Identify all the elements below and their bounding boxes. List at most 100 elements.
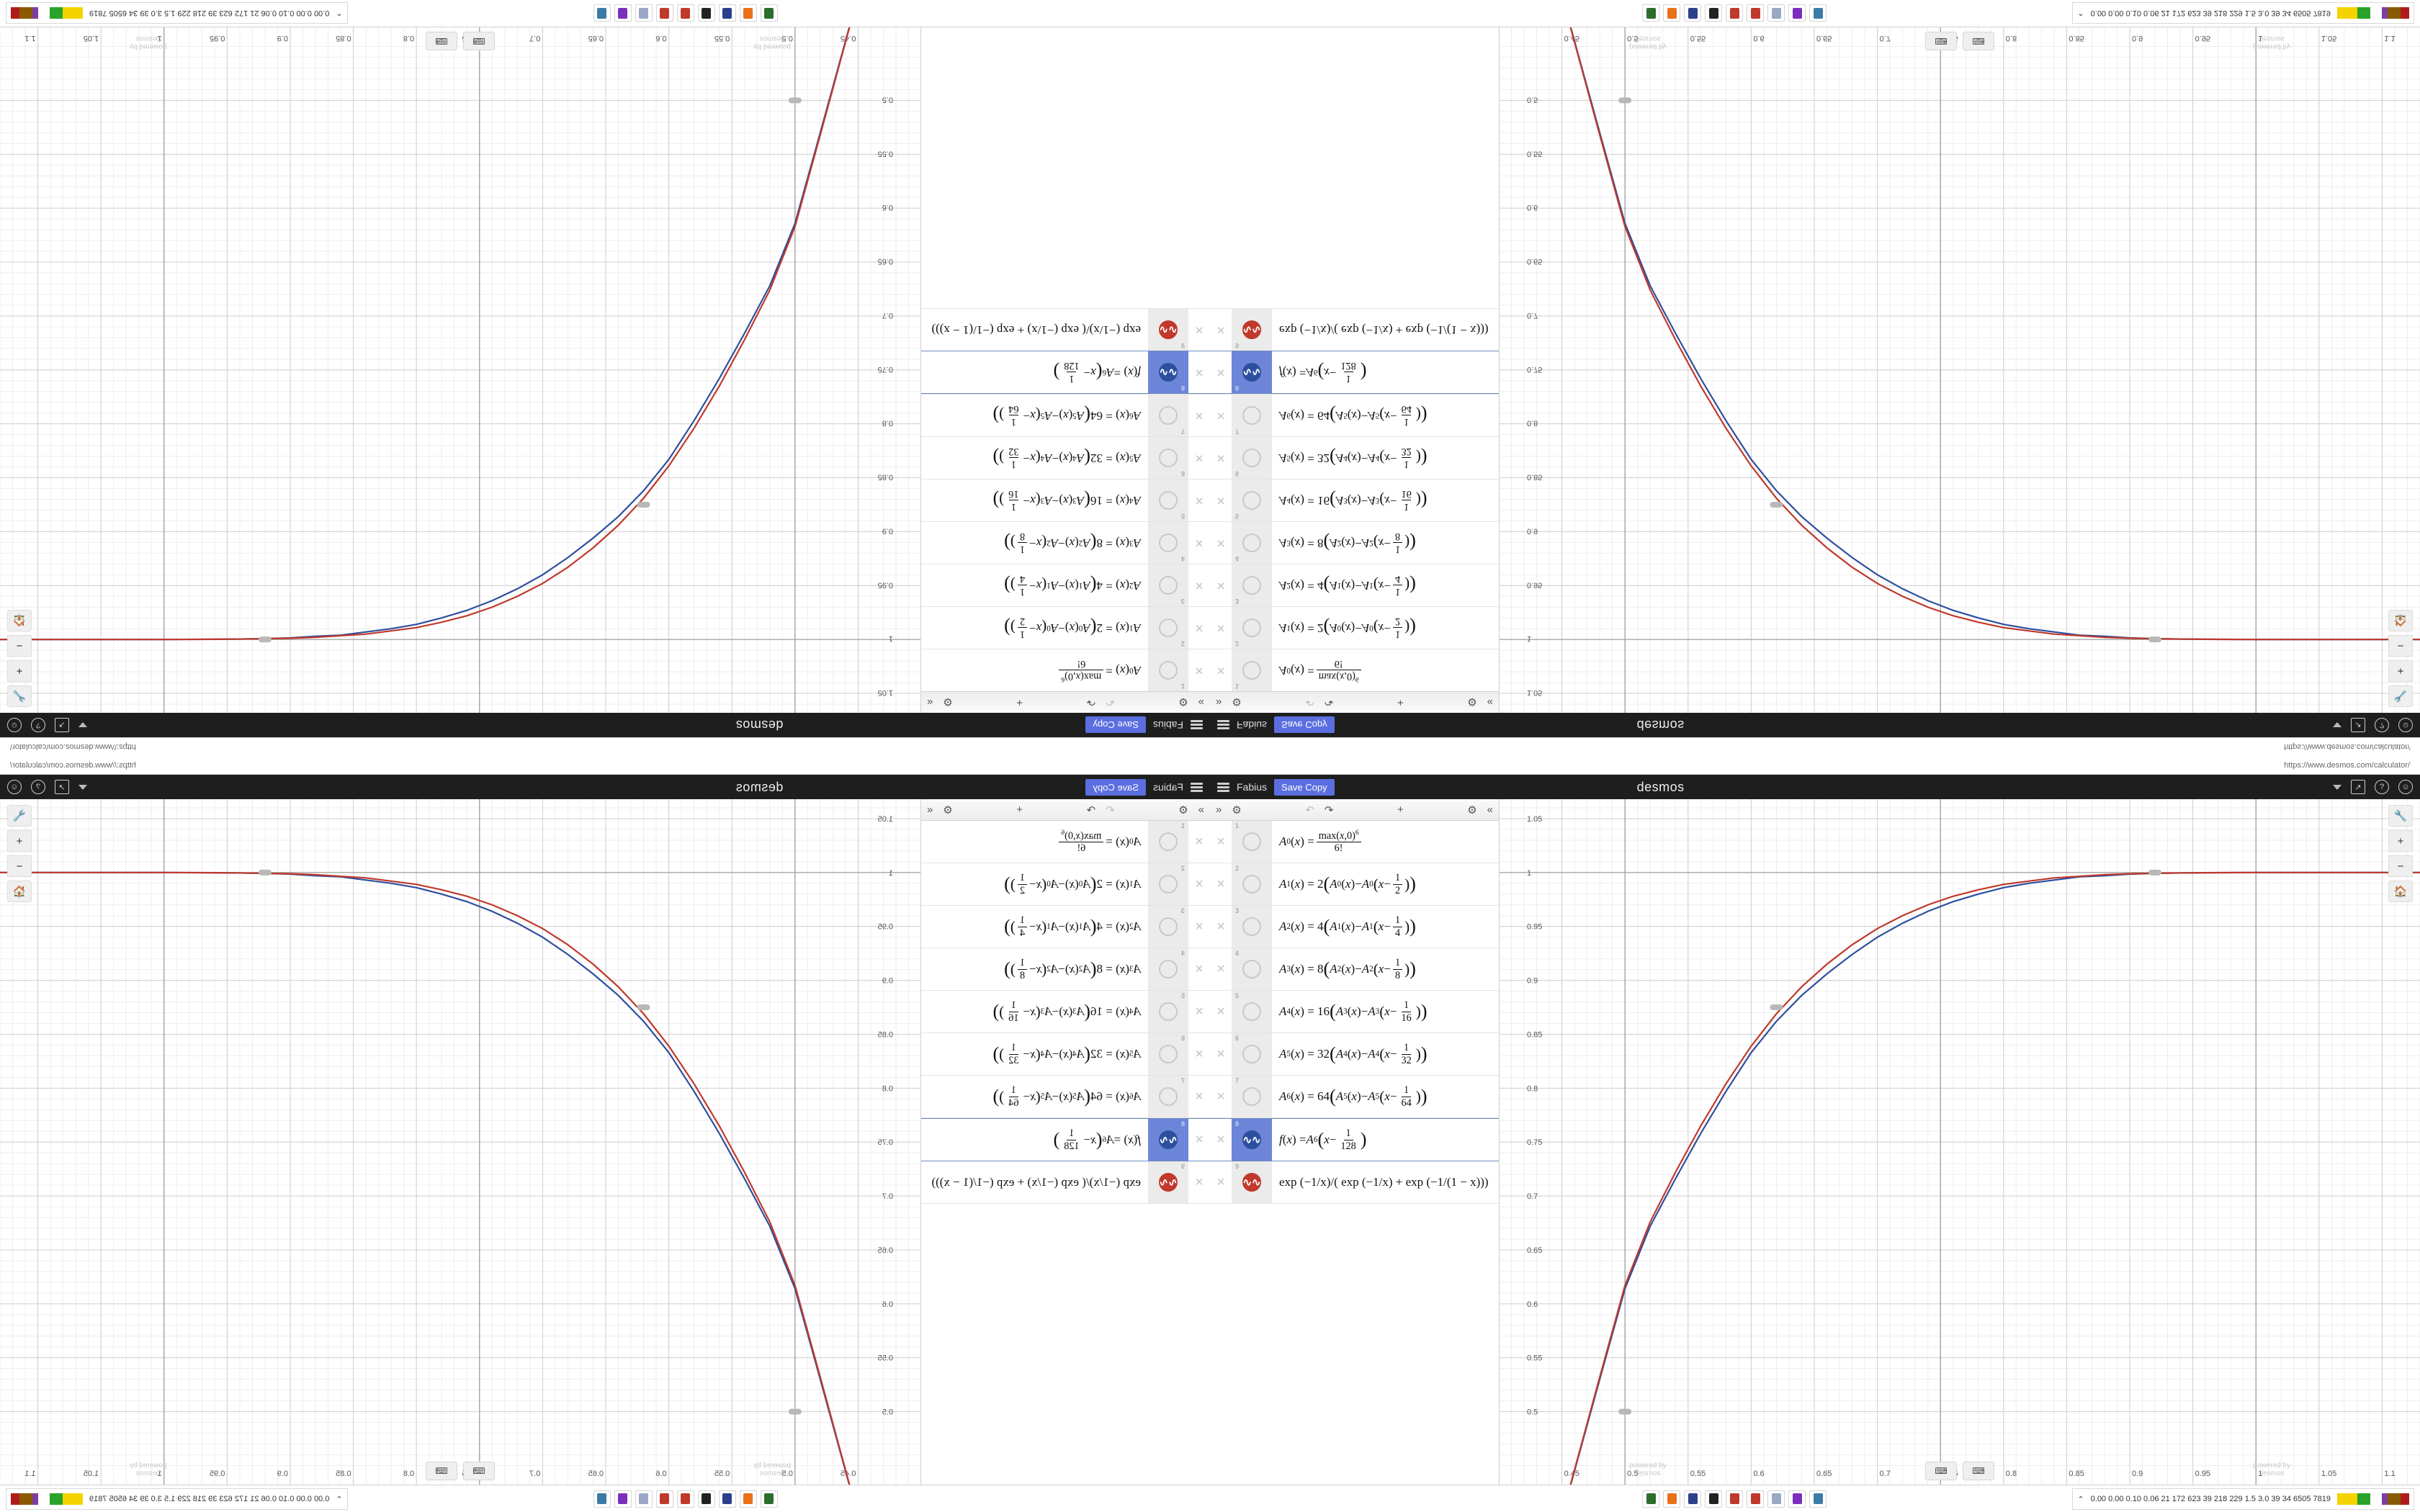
expression-index-cell[interactable]: 8 ∿∿: [1232, 1119, 1272, 1161]
delete-expression-icon[interactable]: ×: [1195, 322, 1204, 338]
keyboard-icon-right[interactable]: ⌨: [1963, 32, 1994, 50]
expression-index-cell[interactable]: 1: [1148, 649, 1188, 691]
expression-row[interactable]: × 6 A 5(x) = 32(A 4(x)− A 4(x − 1 32)): [1210, 436, 1499, 479]
expression-index-cell[interactable]: 7: [1148, 1076, 1188, 1117]
hamburger-icon[interactable]: [1217, 720, 1229, 730]
wrench-icon[interactable]: 🔧: [2388, 685, 2413, 707]
color-swatch[interactable]: [1159, 661, 1178, 680]
color-swatch[interactable]: [1159, 832, 1178, 851]
color-swatch[interactable]: ∿∿: [1242, 1130, 1261, 1149]
settings-red-icon[interactable]: [677, 4, 694, 22]
expression-math[interactable]: exp (−1/x)/( exp (−1/x) + exp (−1/(1 − x…: [931, 1175, 1141, 1189]
expression-row[interactable]: × 9 ∿∿ exp (−1/x)/( exp (−1/x) + exp (−1/(1…: [921, 1161, 1210, 1204]
expression-math[interactable]: A 2(x) = 4(A 1(x)− A 1(x − 1 4)): [1004, 914, 1141, 939]
delete-expression-icon[interactable]: ×: [1216, 408, 1225, 424]
expression-index-cell[interactable]: 5: [1148, 480, 1188, 521]
notes-icon[interactable]: [1767, 1490, 1785, 1508]
expression-math[interactable]: f(x) = A 6(x − 1 128): [1053, 1128, 1141, 1152]
floppy-icon[interactable]: [1684, 4, 1701, 22]
zoom-in-button[interactable]: +: [7, 830, 32, 852]
expression-math[interactable]: A 3(x) = 8(A 2(x)− A 2(x − 1 8)): [1279, 531, 1416, 555]
expression-index-cell[interactable]: 7: [1232, 395, 1272, 436]
expression-row[interactable]: × 6 A 5(x) = 32(A 4(x)− A 4(x − 1 32)): [921, 1033, 1210, 1076]
delete-expression-icon[interactable]: ×: [1216, 1131, 1225, 1148]
color-swatch[interactable]: [1242, 491, 1261, 510]
color-swatch[interactable]: [1159, 618, 1178, 637]
image-icon[interactable]: [1705, 4, 1722, 22]
expression-index-cell[interactable]: 4: [1148, 948, 1188, 990]
expression-row[interactable]: × 5 A 4(x) = 16(A 3(x)− A 3(x − 1 16)): [1210, 479, 1499, 521]
expression-math[interactable]: A 5(x) = 32(A 4(x)− A 4(x − 1 32)): [992, 446, 1141, 470]
gear-icon-right[interactable]: ⚙: [1467, 804, 1477, 816]
color-swatch[interactable]: [1159, 491, 1178, 510]
chevron-down-icon[interactable]: [2333, 784, 2341, 790]
gimp-icon[interactable]: [1788, 4, 1806, 22]
color-swatch[interactable]: [1159, 917, 1178, 936]
expression-index-cell[interactable]: 2: [1232, 863, 1272, 905]
color-swatch[interactable]: [1159, 960, 1178, 978]
gear-icon[interactable]: ⚙: [1178, 804, 1188, 816]
expression-index-cell[interactable]: 9 ∿∿: [1232, 309, 1272, 351]
undo-icon[interactable]: ↶: [1106, 696, 1115, 708]
paint-icon[interactable]: [1809, 4, 1827, 22]
color-swatch[interactable]: ∿∿: [1242, 320, 1261, 339]
image-icon[interactable]: [1705, 1490, 1722, 1508]
help-icon[interactable]: ?: [2375, 780, 2389, 794]
browser-url-bar[interactable]: https://www.desmos.com/calculator/: [1210, 737, 2420, 756]
account-icon[interactable]: ☺: [7, 718, 22, 732]
firefox-icon[interactable]: [740, 4, 757, 22]
redo-icon[interactable]: ↷: [1086, 804, 1096, 816]
chevron-down-icon[interactable]: [2333, 722, 2341, 728]
delete-expression-icon[interactable]: ×: [1195, 577, 1204, 594]
expression-row[interactable]: × 4 A 3(x) = 8(A 2(x)− A 2(x − 1 8)): [1210, 521, 1499, 564]
gear-icon-right[interactable]: ⚙: [943, 696, 953, 708]
expression-index-cell[interactable]: 7: [1148, 395, 1188, 436]
graph-canvas[interactable]: 0.45 0.5 0.55 0.6 0.65 0.7 0.75 0.8 0.85 0.9 0.95 1…: [0, 27, 920, 713]
expression-row[interactable]: × 7 A 6(x) = 64(A 5(x)− A 5(x − 1 64)): [1210, 394, 1499, 436]
graph-title[interactable]: Fabius: [1152, 719, 1183, 731]
expression-index-cell[interactable]: 4: [1148, 522, 1188, 564]
delete-expression-icon[interactable]: ×: [1195, 364, 1204, 381]
delete-expression-icon[interactable]: ×: [1216, 577, 1225, 594]
home-icon[interactable]: 🏠: [7, 610, 32, 631]
wrench-icon[interactable]: 🔧: [7, 805, 32, 827]
graph-canvas[interactable]: 0.45 0.5 0.55 0.6 0.65 0.7 0.75 0.8 0.85 0.9 0.95 1…: [1500, 799, 2420, 1485]
color-swatch[interactable]: [1159, 1087, 1178, 1106]
expression-index-cell[interactable]: 3: [1232, 906, 1272, 948]
expression-math[interactable]: A 5(x) = 32(A 4(x)− A 4(x − 1 32)): [992, 1042, 1141, 1066]
expression-index-cell[interactable]: 3: [1148, 906, 1188, 948]
paint-icon[interactable]: [1809, 1490, 1827, 1508]
expression-math[interactable]: A 6(x) = 64(A 5(x)− A 5(x − 1 64)): [1279, 403, 1428, 428]
expression-row[interactable]: × 9 ∿∿ exp (−1/x)/( exp (−1/x) + exp (−1/(1…: [1210, 308, 1499, 351]
expression-row[interactable]: × 4 A 3(x) = 8(A 2(x)− A 2(x − 1 8)): [921, 521, 1210, 564]
expression-math[interactable]: exp (−1/x)/( exp (−1/x) + exp (−1/(1 − x…: [1279, 323, 1489, 337]
zoom-in-button[interactable]: +: [2388, 660, 2413, 682]
expression-math[interactable]: A 0(x) = max(x,0)6 6!: [1272, 821, 1499, 863]
expression-index-cell[interactable]: 8 ∿∿: [1232, 351, 1272, 393]
terminal-icon[interactable]: [761, 1490, 778, 1508]
save-copy-button[interactable]: Save Copy: [1085, 778, 1146, 796]
expression-math[interactable]: exp (−1/x)/( exp (−1/x) + exp (−1/(1 − x…: [931, 323, 1141, 337]
color-swatch[interactable]: [1242, 1087, 1261, 1106]
expression-math[interactable]: A 3(x) = 8(A 2(x)− A 2(x − 1 8)): [1004, 531, 1141, 555]
delete-expression-icon[interactable]: ×: [1216, 1088, 1225, 1104]
expression-row[interactable]: × 7 A 6(x) = 64(A 5(x)− A 5(x − 1 64)): [921, 394, 1210, 436]
expression-math[interactable]: A 1(x) = 2(A 0(x)− A 0(x − 1 2)): [1004, 872, 1141, 896]
expression-row[interactable]: × 1 A 0(x) = max(x,0)6 6!: [1210, 649, 1499, 691]
notes-icon[interactable]: [635, 1490, 653, 1508]
color-swatch[interactable]: [1159, 449, 1178, 467]
delete-expression-icon[interactable]: ×: [1195, 1174, 1204, 1190]
color-swatch[interactable]: [1159, 875, 1178, 894]
undo-icon[interactable]: ↶: [1305, 804, 1314, 816]
gimp-icon[interactable]: [614, 1490, 632, 1508]
expression-row[interactable]: × 8 ∿∿ f(x) = A 6(x − 1 128): [1210, 1118, 1499, 1161]
hamburger-icon[interactable]: [1217, 782, 1229, 792]
delete-expression-icon[interactable]: ×: [1216, 1045, 1225, 1062]
expression-index-cell[interactable]: 8 ∿∿: [1148, 351, 1188, 393]
expression-row[interactable]: × 6 A 5(x) = 32(A 4(x)− A 4(x − 1 32)): [1210, 1033, 1499, 1076]
graph-title[interactable]: Fabius: [1152, 781, 1183, 793]
browser-url-bar[interactable]: https://www.desmos.com/calculator/: [0, 737, 1210, 756]
expression-row[interactable]: × 5 A 4(x) = 16(A 3(x)− A 3(x − 1 16)): [921, 991, 1210, 1033]
image-icon[interactable]: [698, 1490, 715, 1508]
settings-red-icon[interactable]: [677, 1490, 694, 1508]
